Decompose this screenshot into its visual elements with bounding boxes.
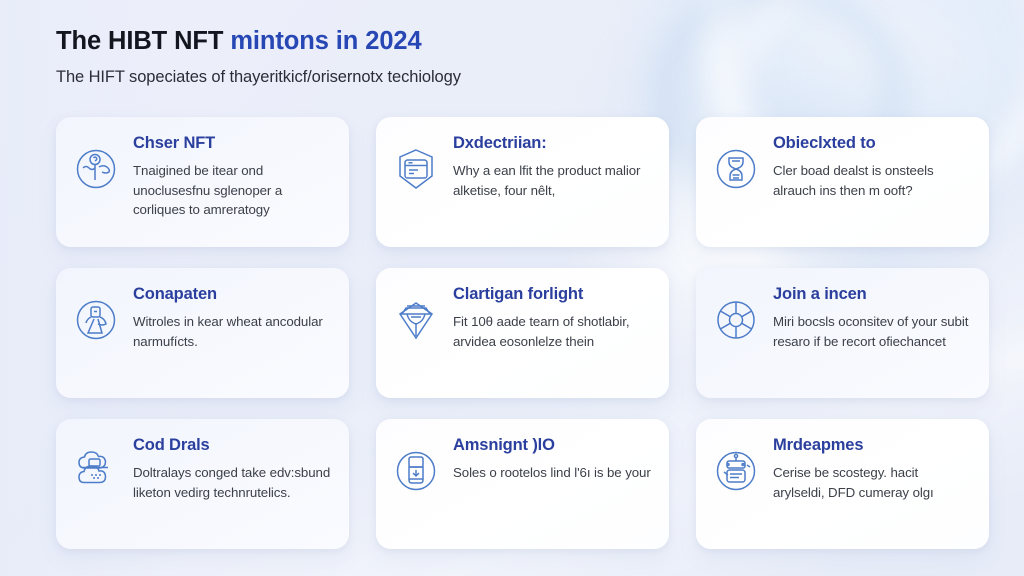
card-description: Soles o rootelos lind l'6ı is be your xyxy=(453,465,651,481)
card-description: Why a ean lfit the product malior alketi… xyxy=(453,163,641,198)
card-title: Conapaten xyxy=(133,285,217,304)
card-body: Dxdectriian: Why a ean lfit the product … xyxy=(453,132,653,235)
robot-face-circle-icon xyxy=(711,446,761,496)
card-title: Clartigan forlight xyxy=(453,285,584,304)
feature-card-grid: Chser NFT Tnaigined be itear ond unoclus… xyxy=(56,117,989,550)
feature-card[interactable]: Dxdectriian: Why a ean lfit the product … xyxy=(376,117,669,248)
feature-card[interactable]: Chser NFT Tnaigined be itear ond unoclus… xyxy=(56,117,349,248)
card-body: Mrdeapmes Cerise be scostegy. hacit aryl… xyxy=(773,434,973,537)
magnifier-person-circle-icon xyxy=(71,144,121,194)
spoked-wheel-circle-icon xyxy=(711,295,761,345)
page-subtitle: The HIFT sopeciates of thayeritkicf/oris… xyxy=(56,67,461,86)
card-description: Fit 10θ aade tearn of shotlabir, arvidea… xyxy=(453,314,630,349)
card-body: Join a incen Miri bocsls oconsitev of yo… xyxy=(773,283,973,386)
card-body: Amsnignt )lO Soles o rootelos lind l'6ı … xyxy=(453,434,653,537)
page-title-primary: The HIBT NFT xyxy=(56,27,224,55)
card-description: Cerise be scostegy. hacit arylseldi, DFD… xyxy=(773,465,934,500)
card-title: Obieclxted to xyxy=(773,134,876,153)
card-body: Conapaten Witroles in kear wheat ancodul… xyxy=(133,283,333,386)
feature-card[interactable]: Join a incen Miri bocsls oconsitev of yo… xyxy=(696,268,989,399)
feature-card[interactable]: Conapaten Witroles in kear wheat ancodul… xyxy=(56,268,349,399)
feature-card[interactable]: Mrdeapmes Cerise be scostegy. hacit aryl… xyxy=(696,419,989,550)
card-description: Doltralays conged take edv:sbund liketon… xyxy=(133,465,331,500)
page-title: The HIBT NFT mintons in 2024 xyxy=(56,26,968,58)
card-body: Chser NFT Tnaigined be itear ond unoclus… xyxy=(133,132,333,235)
card-title: Dxdectriian: xyxy=(453,134,547,153)
card-title: Join a incen xyxy=(773,285,867,304)
card-description: Tnaigined be itear ond unoclusesfnu sgle… xyxy=(133,163,283,218)
cloud-server-icon xyxy=(71,446,121,496)
card-description: Cler boad dealst is onsteels alrauch ins… xyxy=(773,163,934,198)
card-title: Cod Drals xyxy=(133,436,210,455)
feature-card[interactable]: Cod Drals Doltralays conged take edv:sbu… xyxy=(56,419,349,550)
card-description: Miri bocsls oconsitev of your subit resa… xyxy=(773,314,969,349)
card-body: Cod Drals Doltralays conged take edv:sbu… xyxy=(133,434,333,537)
person-badge-circle-icon xyxy=(71,295,121,345)
card-title: Chser NFT xyxy=(133,134,216,153)
card-title: Mrdeapmes xyxy=(773,436,864,455)
feature-card[interactable]: Obieclxted to Cler boad dealst is onstee… xyxy=(696,117,989,248)
card-body: Clartigan forlight Fit 10θ aade tearn of… xyxy=(453,283,653,386)
feature-card[interactable]: Amsnignt )lO Soles o rootelos lind l'6ı … xyxy=(376,419,669,550)
card-title: Amsnignt )lO xyxy=(453,436,555,455)
browser-window-circle-icon xyxy=(391,144,441,194)
feature-card[interactable]: Clartigan forlight Fit 10θ aade tearn of… xyxy=(376,268,669,399)
card-body: Obieclxted to Cler boad dealst is onstee… xyxy=(773,132,973,235)
cup-container-circle-icon xyxy=(391,446,441,496)
diamond-gem-icon xyxy=(391,295,441,345)
card-description: Witroles in kear wheat ancodular narmufí… xyxy=(133,314,323,349)
page-title-accent: mintons in 2024 xyxy=(223,27,422,55)
hourglass-circle-icon xyxy=(711,144,761,194)
